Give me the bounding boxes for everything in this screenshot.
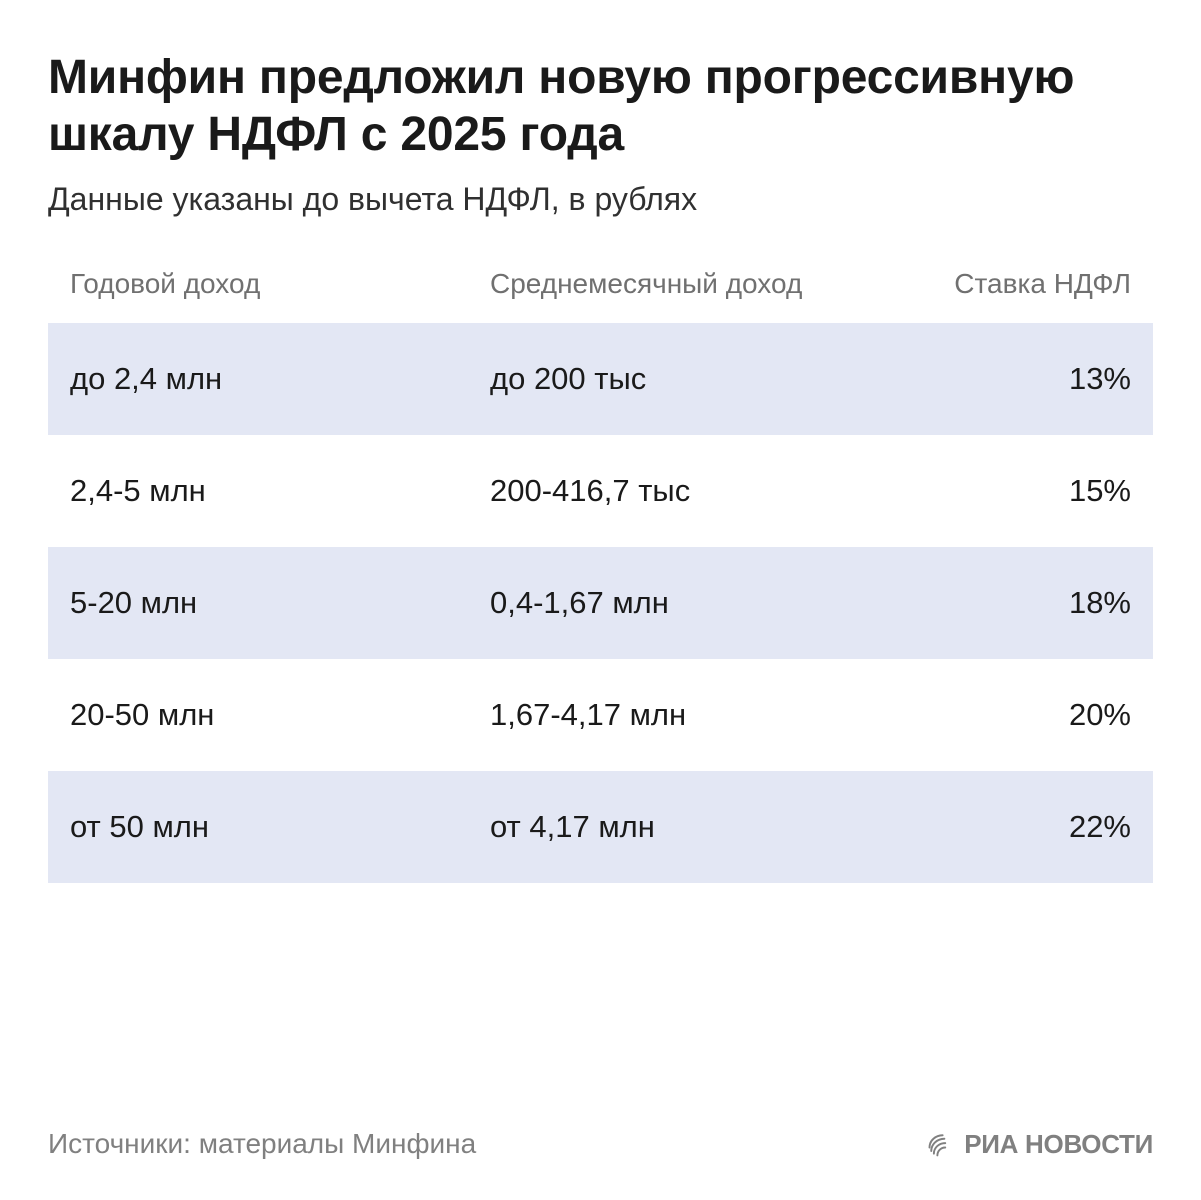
cell-annual: 20-50 млн bbox=[70, 697, 490, 733]
page-footer: Источники: материалы Минфина РИА НОВОСТИ bbox=[48, 1092, 1153, 1160]
cell-annual: до 2,4 млн bbox=[70, 361, 490, 397]
cell-rate: 15% bbox=[931, 473, 1131, 509]
page-title: Минфин предложил новую прогрессивную шка… bbox=[48, 50, 1153, 163]
cell-annual: 2,4-5 млн bbox=[70, 473, 490, 509]
cell-monthly: 200-416,7 тыс bbox=[490, 473, 931, 509]
table-row: до 2,4 млн до 200 тыс 13% bbox=[48, 323, 1153, 435]
publisher-logo: РИА НОВОСТИ bbox=[926, 1129, 1153, 1160]
cell-monthly: 0,4-1,67 млн bbox=[490, 585, 931, 621]
tax-table: Годовой доход Среднемесячный доход Ставк… bbox=[48, 266, 1153, 883]
cell-rate: 13% bbox=[931, 361, 1131, 397]
cell-rate: 20% bbox=[931, 697, 1131, 733]
page-subtitle: Данные указаны до вычета НДФЛ, в рублях bbox=[48, 181, 1153, 218]
table-header-row: Годовой доход Среднемесячный доход Ставк… bbox=[48, 266, 1153, 323]
table-row: 5-20 млн 0,4-1,67 млн 18% bbox=[48, 547, 1153, 659]
source-text: Источники: материалы Минфина bbox=[48, 1128, 476, 1160]
cell-rate: 18% bbox=[931, 585, 1131, 621]
cell-annual: от 50 млн bbox=[70, 809, 490, 845]
publisher-name: РИА НОВОСТИ bbox=[964, 1129, 1153, 1160]
cell-monthly: 1,67-4,17 млн bbox=[490, 697, 931, 733]
cell-rate: 22% bbox=[931, 809, 1131, 845]
col-header-rate: Ставка НДФЛ bbox=[931, 266, 1131, 301]
infographic-page: Минфин предложил новую прогрессивную шка… bbox=[0, 0, 1201, 1200]
table-row: 20-50 млн 1,67-4,17 млн 20% bbox=[48, 659, 1153, 771]
ria-swirl-icon bbox=[926, 1130, 954, 1158]
cell-monthly: до 200 тыс bbox=[490, 361, 931, 397]
table-row: от 50 млн от 4,17 млн 22% bbox=[48, 771, 1153, 883]
cell-monthly: от 4,17 млн bbox=[490, 809, 931, 845]
col-header-monthly: Среднемесячный доход bbox=[490, 266, 931, 301]
table-row: 2,4-5 млн 200-416,7 тыс 15% bbox=[48, 435, 1153, 547]
cell-annual: 5-20 млн bbox=[70, 585, 490, 621]
col-header-annual: Годовой доход bbox=[70, 266, 490, 301]
